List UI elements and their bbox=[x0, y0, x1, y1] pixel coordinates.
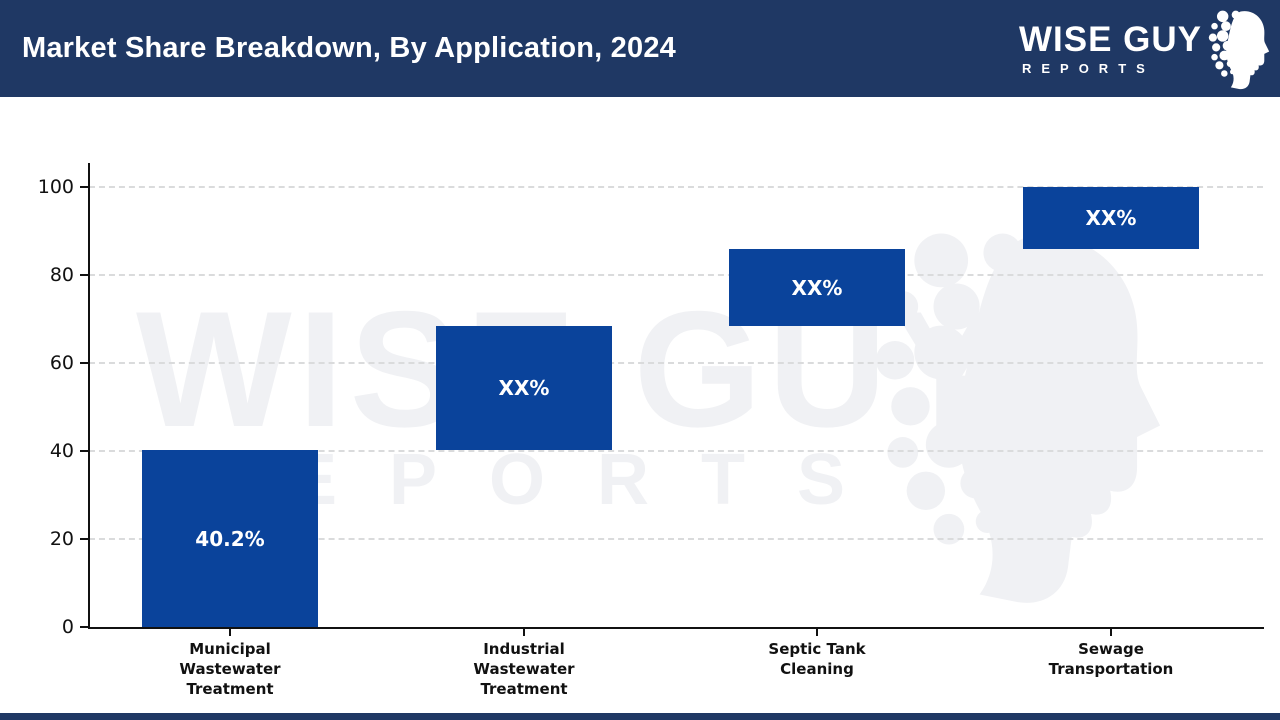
y-tick-label: 80 bbox=[49, 264, 74, 286]
bar-segment: 40.2% bbox=[142, 450, 318, 627]
watermark-head-icon bbox=[875, 233, 1161, 603]
wiseguy-logo: WISE GUY REPORTS bbox=[1019, 7, 1270, 91]
x-category-label: Municipal Wastewater Treatment bbox=[179, 639, 280, 699]
y-gridline bbox=[89, 274, 1263, 276]
bar-value-label: XX% bbox=[1085, 206, 1137, 231]
footer-bar bbox=[0, 713, 1280, 720]
x-tick-mark bbox=[1110, 629, 1112, 636]
y-tick-mark bbox=[80, 274, 88, 276]
y-tick-label: 40 bbox=[49, 440, 74, 462]
x-category-line: Transportation bbox=[1048, 660, 1174, 678]
bar-value-label: XX% bbox=[791, 275, 843, 300]
y-gridline bbox=[89, 450, 1263, 452]
y-axis-line bbox=[88, 163, 90, 629]
x-category-label: Sewage Transportation bbox=[1049, 639, 1174, 679]
logo-brand-name: WISE GUY bbox=[1018, 19, 1202, 59]
wiseguy-head-icon bbox=[1208, 10, 1270, 89]
x-category-line: Wastewater bbox=[473, 660, 575, 678]
y-tick-mark bbox=[80, 186, 88, 188]
bar-value-label: XX% bbox=[498, 376, 550, 401]
header-bar: Market Share Breakdown, By Application, … bbox=[0, 0, 1280, 97]
y-tick-label: 60 bbox=[49, 352, 74, 374]
x-category-line: Septic Tank bbox=[768, 640, 866, 658]
x-category-line: Wastewater bbox=[179, 660, 281, 678]
y-gridline bbox=[89, 538, 1263, 540]
y-tick-label: 20 bbox=[49, 528, 74, 550]
y-tick-label: 0 bbox=[61, 616, 74, 638]
x-category-line: Industrial bbox=[483, 640, 565, 658]
x-category-line: Municipal bbox=[189, 640, 271, 658]
x-category-label: Industrial Wastewater Treatment bbox=[473, 639, 574, 699]
x-category-line: Sewage bbox=[1078, 640, 1144, 658]
x-tick-mark bbox=[816, 629, 818, 636]
bar-segment: XX% bbox=[436, 326, 612, 451]
x-category-line: Cleaning bbox=[780, 660, 854, 678]
y-gridline bbox=[89, 186, 1263, 188]
x-category-label: Septic Tank Cleaning bbox=[768, 639, 865, 679]
bar-value-label: 40.2% bbox=[195, 526, 265, 551]
y-tick-mark bbox=[80, 538, 88, 540]
y-gridline bbox=[89, 362, 1263, 364]
x-tick-mark bbox=[229, 629, 231, 636]
y-tick-mark bbox=[80, 626, 88, 628]
x-category-line: Treatment bbox=[480, 680, 568, 698]
logo-brand-subtitle: REPORTS bbox=[1021, 60, 1155, 76]
bar-segment: XX% bbox=[729, 249, 905, 327]
x-category-line: Treatment bbox=[186, 680, 274, 698]
x-tick-mark bbox=[523, 629, 525, 636]
wiseguy-logo-text: WISE GUY REPORTS bbox=[1019, 22, 1202, 76]
y-tick-mark bbox=[80, 362, 88, 364]
y-tick-label: 100 bbox=[37, 176, 74, 198]
x-axis-line bbox=[88, 627, 1264, 629]
bar-segment: XX% bbox=[1023, 187, 1199, 250]
page-title: Market Share Breakdown, By Application, … bbox=[22, 32, 676, 64]
y-tick-mark bbox=[80, 450, 88, 452]
